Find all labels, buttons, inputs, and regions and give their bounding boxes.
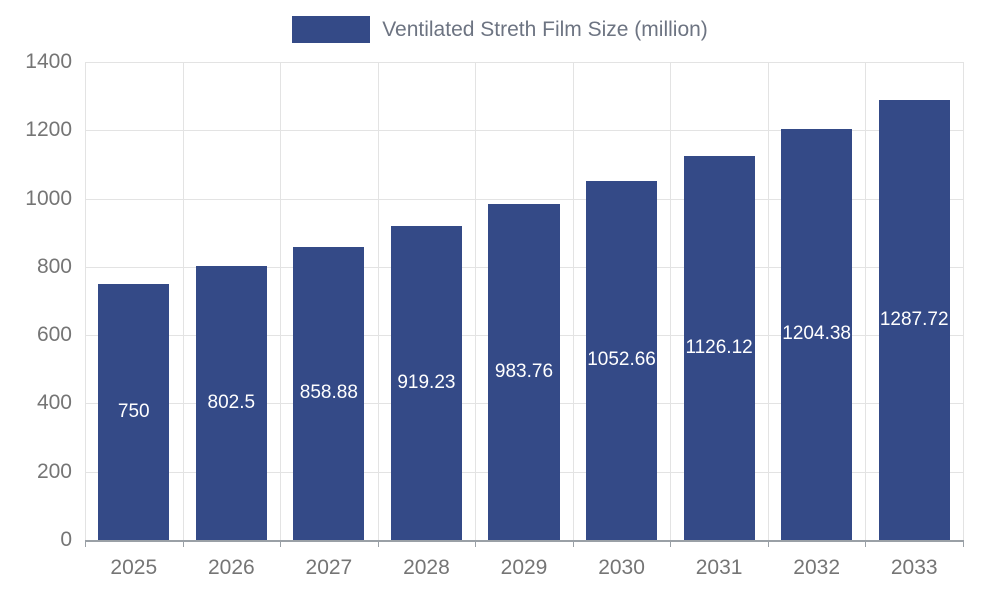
legend[interactable]: Ventilated Streth Film Size (million) xyxy=(0,16,1000,43)
x-axis-tickmark xyxy=(475,540,477,547)
gridline-vertical xyxy=(865,62,867,540)
bar-2031[interactable]: 1126.12 xyxy=(683,155,755,540)
y-tick-label: 800 xyxy=(36,254,72,278)
x-axis-tickmark xyxy=(670,540,672,547)
gridline-vertical xyxy=(572,62,574,540)
bar-2026[interactable]: 802.5 xyxy=(195,266,267,540)
x-axis-tickmark xyxy=(377,540,379,547)
x-axis-tickmark xyxy=(767,540,769,547)
bar-value-label: 919.23 xyxy=(397,372,456,394)
x-tick-label: 2031 xyxy=(695,556,743,579)
legend-label: Ventilated Streth Film Size (million) xyxy=(382,17,708,41)
gridline-vertical xyxy=(377,62,379,540)
y-tick-label: 400 xyxy=(36,391,72,415)
x-axis-tickmark xyxy=(182,540,184,547)
gridline-horizontal xyxy=(85,62,963,63)
y-tick-label: 600 xyxy=(36,323,72,347)
bar-value-label: 1052.66 xyxy=(587,349,656,371)
gridline-vertical xyxy=(963,62,964,540)
gridline-vertical xyxy=(280,62,282,540)
bar-value-label: 1126.12 xyxy=(685,336,753,358)
x-tick-label: 2030 xyxy=(598,556,645,579)
gridline-vertical xyxy=(767,62,769,540)
x-axis-labels: 2025 2026 2027 2028 2029 2030 2031 2032 2033 xyxy=(85,556,963,586)
gridline-horizontal xyxy=(85,130,963,132)
y-tick-label: 1200 xyxy=(25,118,72,142)
x-axis-tickmark xyxy=(280,540,282,547)
y-tick-label: 1400 xyxy=(25,50,72,73)
bar-2028[interactable]: 919.23 xyxy=(390,226,463,540)
y-axis-labels: 0 200 400 600 800 1000 1200 1400 xyxy=(0,50,72,551)
gridline-vertical xyxy=(475,62,477,540)
gridline-vertical xyxy=(670,62,672,540)
x-tick-label: 2027 xyxy=(305,556,353,579)
y-tick-label: 0 xyxy=(60,528,72,551)
gridline-vertical xyxy=(182,62,184,540)
bar-2033[interactable]: 1287.72 xyxy=(878,100,950,540)
bar-value-label: 858.88 xyxy=(299,382,358,404)
bar-2032[interactable]: 1204.38 xyxy=(781,128,853,540)
x-tick-label: 2026 xyxy=(207,556,255,579)
x-axis-tickmark xyxy=(865,540,867,547)
bar-value-label: 1204.38 xyxy=(782,323,851,345)
x-tick-label: 2025 xyxy=(110,556,158,579)
bar-value-label: 750 xyxy=(117,400,150,422)
legend-swatch[interactable] xyxy=(292,16,371,43)
bar-2029[interactable]: 983.76 xyxy=(488,204,560,540)
plot-area: 750 802.5 858.88 919.23 983.76 1052.66 1126.12… xyxy=(85,62,964,547)
bar-value-label: 1287.72 xyxy=(879,309,949,331)
x-axis-tickmark xyxy=(85,540,86,547)
bar-2030[interactable]: 1052.66 xyxy=(585,180,658,540)
x-axis-tickmark xyxy=(963,540,964,547)
x-tick-label: 2029 xyxy=(500,556,548,579)
bar-value-label: 983.76 xyxy=(494,361,554,383)
y-tick-label: 1000 xyxy=(25,186,72,210)
x-axis-tickmark xyxy=(572,540,574,547)
y-tick-label: 200 xyxy=(36,459,72,483)
bar-value-label: 802.5 xyxy=(207,392,256,414)
gridline-horizontal xyxy=(85,198,963,200)
bar-2027[interactable]: 858.88 xyxy=(293,246,365,540)
x-tick-label: 2033 xyxy=(890,556,938,579)
x-tick-label: 2028 xyxy=(403,556,450,579)
gridline-vertical xyxy=(85,62,86,540)
x-tick-label: 2032 xyxy=(793,556,841,579)
bar-2025[interactable]: 750 xyxy=(98,283,170,540)
